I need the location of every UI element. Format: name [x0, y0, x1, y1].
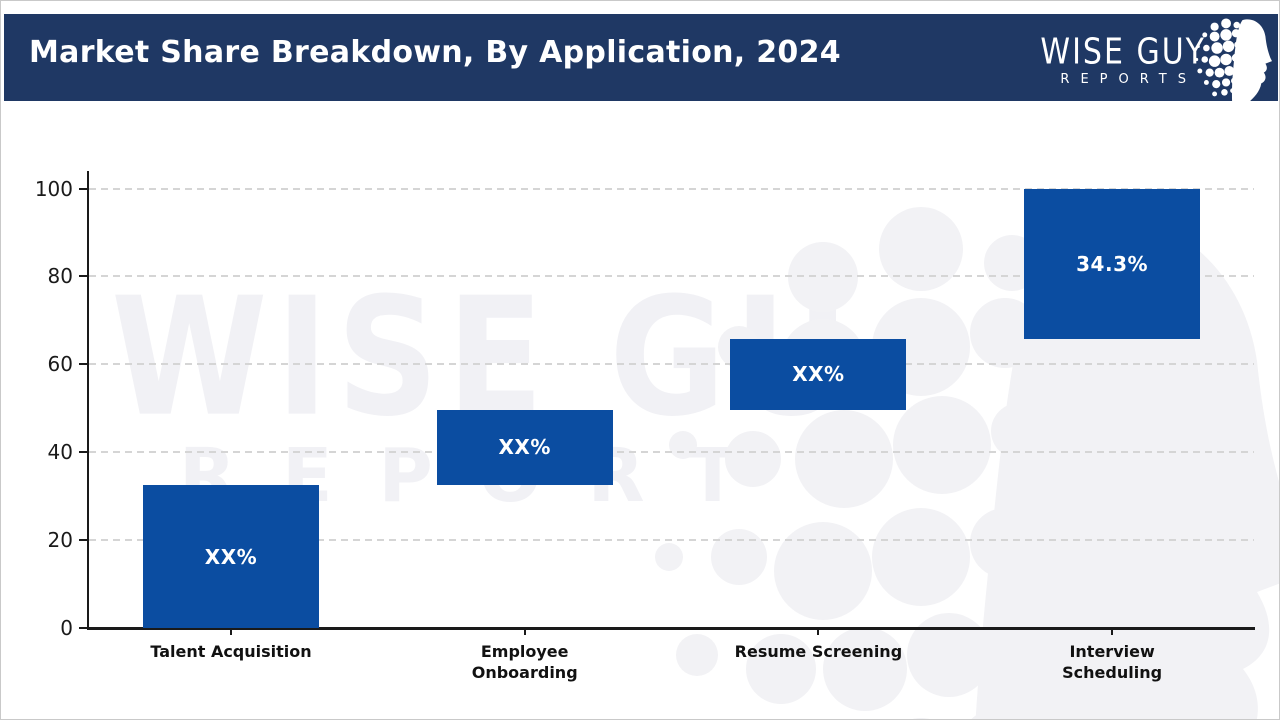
bar-value-label: XX% [204, 544, 258, 569]
y-tick-label-100: 100 [34, 176, 73, 201]
header-bar: Market Share Breakdown, By Application, … [4, 14, 1278, 111]
bar-segment: XX% [436, 409, 613, 486]
y-axis-line [87, 171, 89, 630]
x-category-label: Interview Scheduling [1062, 642, 1163, 682]
y-tick-80 [79, 275, 87, 278]
y-tick-60 [79, 363, 87, 366]
gridline-100 [89, 187, 1254, 190]
x-tick [817, 629, 820, 635]
y-tick-40 [79, 451, 87, 454]
y-tick-100 [79, 187, 87, 190]
page-title: Market Share Breakdown, By Application, … [29, 35, 841, 70]
y-tick-label-20: 20 [47, 528, 73, 553]
bar-segment: XX% [730, 339, 907, 410]
y-tick-0 [79, 627, 87, 629]
x-category-label: Resume Screening [734, 642, 903, 661]
gridline-60 [89, 363, 1254, 366]
y-tick-label-40: 40 [47, 440, 73, 465]
x-tick [1111, 629, 1114, 635]
brand-logo-text: WISE GUY REPORTS [1040, 31, 1206, 87]
y-tick-label-60: 60 [47, 352, 73, 377]
plot-area: 0 20 40 60 80 100 XX% Talent Acquisition XX% Empl… [35, 171, 1255, 682]
bar-value-label: XX% [792, 362, 845, 387]
brand-subtitle: REPORTS [1060, 71, 1198, 87]
gridline-40 [89, 451, 1254, 454]
y-tick-20 [79, 539, 87, 542]
x-category-label: Talent Acquisition [150, 642, 312, 661]
bar-segment: XX% [143, 485, 319, 628]
x-category-label: Employee Onboarding [471, 642, 578, 682]
bar-value-label: 34.3% [1076, 251, 1149, 276]
x-tick [523, 629, 526, 635]
y-tick-label-0: 0 [60, 616, 73, 640]
brand-name: WISE GUY [1040, 31, 1206, 73]
brand-logo: WISE GUY REPORTS [1040, 14, 1272, 111]
y-tick-label-80: 80 [47, 264, 73, 289]
x-tick [230, 629, 232, 635]
bar-segment: 34.3% [1024, 188, 1201, 340]
bar-value-label: XX% [498, 435, 551, 460]
